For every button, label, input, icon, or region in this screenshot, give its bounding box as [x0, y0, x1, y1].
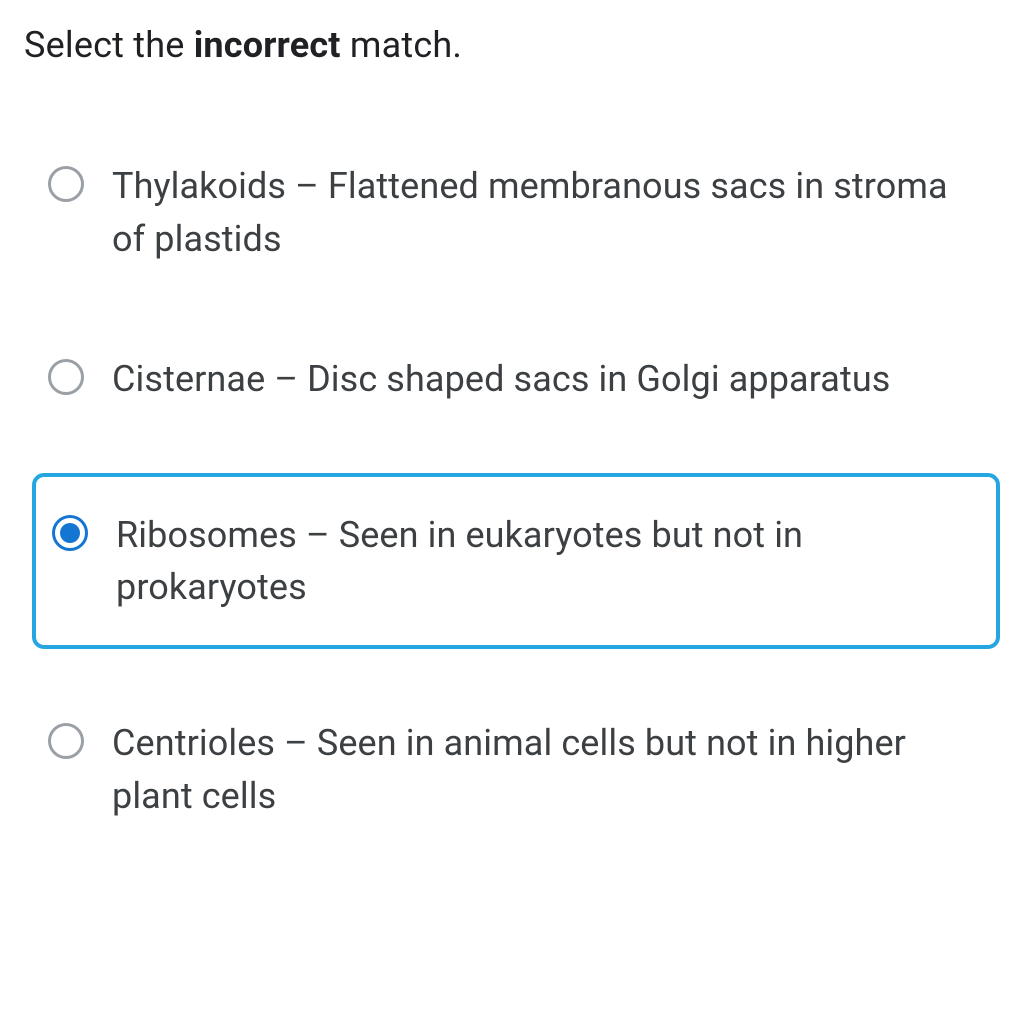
option-2[interactable]: Cisternae – Disc shaped sacs in Golgi ap…: [32, 333, 1000, 425]
option-label: Ribosomes – Seen in eukaryotes but not i…: [116, 509, 980, 613]
radio-icon: [48, 723, 84, 759]
option-label: Thylakoids – Flattened membranous sacs i…: [112, 160, 984, 264]
option-label: Centrioles – Seen in animal cells but no…: [112, 717, 984, 821]
radio-icon: [48, 166, 84, 202]
radio-inner-icon: [60, 523, 80, 543]
option-3[interactable]: Ribosomes – Seen in eukaryotes but not i…: [32, 473, 1000, 649]
question-text: Select the incorrect match.: [24, 20, 1000, 70]
option-1[interactable]: Thylakoids – Flattened membranous sacs i…: [32, 140, 1000, 284]
radio-icon: [52, 515, 88, 551]
radio-icon: [48, 359, 84, 395]
option-4[interactable]: Centrioles – Seen in animal cells but no…: [32, 697, 1000, 841]
question-bold: incorrect: [194, 24, 341, 66]
option-label: Cisternae – Disc shaped sacs in Golgi ap…: [112, 353, 911, 405]
options-container: Thylakoids – Flattened membranous sacs i…: [24, 140, 1000, 841]
question-prefix: Select the: [24, 24, 194, 66]
question-suffix: match.: [341, 24, 462, 66]
